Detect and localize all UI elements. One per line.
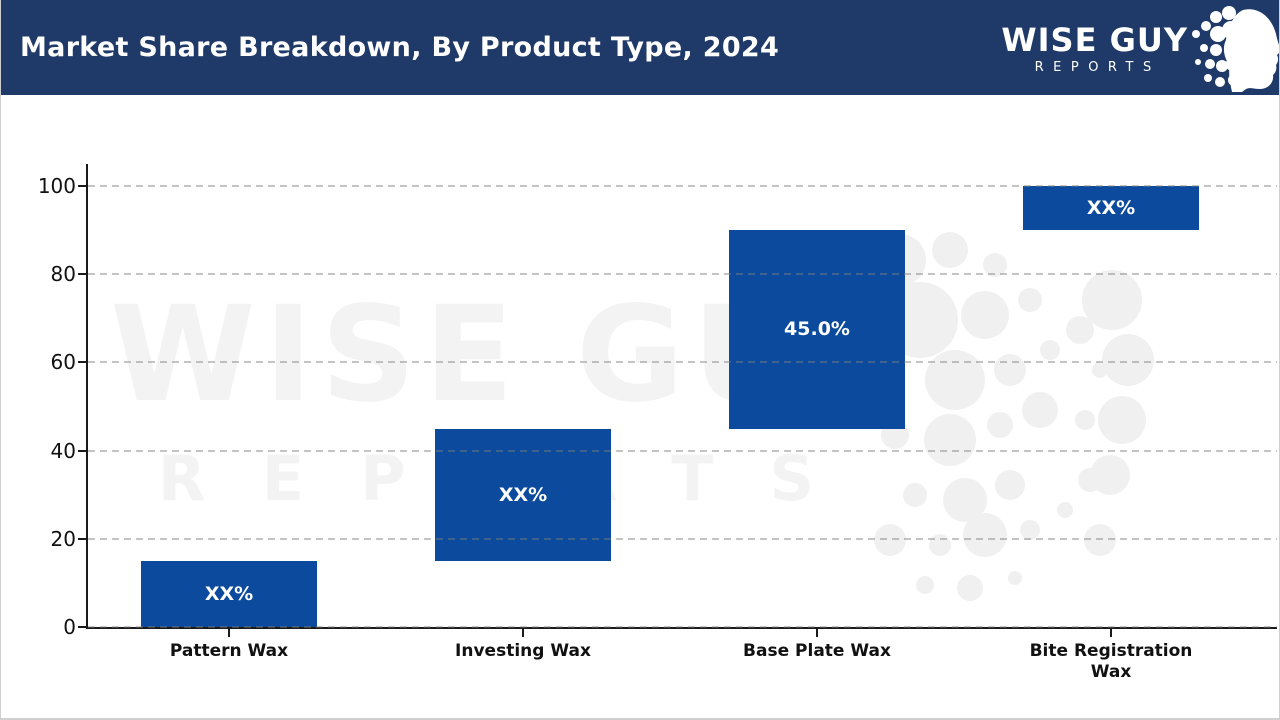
y-gridline xyxy=(88,361,1277,364)
brand-logo-text: WISE GUY REPORTS xyxy=(1001,21,1188,75)
x-axis-tick xyxy=(522,629,524,637)
y-gridline xyxy=(88,273,1277,276)
y-gridline xyxy=(88,626,1277,628)
x-category-label: Investing Wax xyxy=(455,641,591,661)
brand-logo-name: WISE GUY xyxy=(1001,21,1188,59)
y-axis-tick xyxy=(78,626,86,628)
y-axis-tick xyxy=(78,449,86,452)
y-gridline xyxy=(88,537,1277,540)
y-gridline xyxy=(88,185,1277,187)
y-tick-label: 80 xyxy=(50,262,76,287)
y-axis-tick xyxy=(78,361,86,364)
bar-segment xyxy=(435,428,611,561)
y-axis-tick xyxy=(78,185,86,187)
bar-value-label: XX% xyxy=(204,582,254,605)
y-gridline xyxy=(88,449,1277,452)
y-axis-tick xyxy=(78,537,86,540)
header-band: Market Share Breakdown, By Product Type,… xyxy=(0,0,1280,95)
bar-value-label: XX% xyxy=(1086,197,1136,220)
bar-value-label: XX% xyxy=(498,483,548,506)
head-profile-icon xyxy=(1192,6,1280,92)
y-tick-label: 0 xyxy=(63,615,76,639)
x-category-label: Pattern Wax xyxy=(169,641,289,661)
y-tick-label: 20 xyxy=(50,526,76,551)
x-axis-tick xyxy=(228,629,230,637)
watermark-wordmark: WISE GU xyxy=(110,278,808,432)
x-category-label: Bite Registration Wax xyxy=(1029,641,1193,683)
x-axis-spine xyxy=(86,627,1277,629)
y-tick-label: 40 xyxy=(50,438,76,463)
brand-logo: WISE GUY REPORTS xyxy=(1001,0,1280,95)
bar-segment xyxy=(141,560,317,627)
y-axis-spine xyxy=(86,164,88,629)
y-tick-label: 60 xyxy=(50,350,76,375)
y-tick-label: 100 xyxy=(37,174,76,198)
x-category-label: Base Plate Wax xyxy=(743,641,891,661)
bar-segment xyxy=(729,230,905,429)
bar-value-label: 45.0% xyxy=(784,318,850,341)
brand-logo-subtitle: REPORTS xyxy=(1034,59,1161,75)
x-axis-tick xyxy=(816,629,818,637)
y-axis-tick xyxy=(78,273,86,276)
bar-segment xyxy=(1023,186,1199,231)
page-title: Market Share Breakdown, By Product Type,… xyxy=(20,32,780,63)
x-axis-tick xyxy=(1110,629,1112,637)
